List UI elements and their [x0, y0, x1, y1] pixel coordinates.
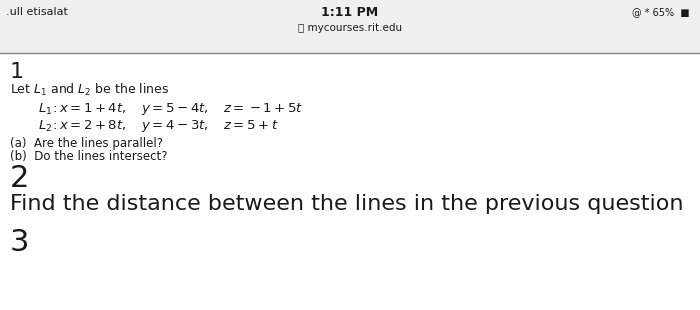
Text: @ * 65%  ■: @ * 65% ■	[632, 7, 690, 17]
Text: $L_1\!: x = 1+4t, \quad y = 5-4t, \quad z = -1+5t$: $L_1\!: x = 1+4t, \quad y = 5-4t, \quad …	[38, 101, 304, 117]
Bar	[0, 0, 700, 52]
Text: (b)  Do the lines intersect?: (b) Do the lines intersect?	[10, 150, 167, 163]
Text: (a)  Are the lines parallel?: (a) Are the lines parallel?	[10, 137, 163, 150]
Text: 2: 2	[10, 164, 29, 193]
Text: 3: 3	[10, 228, 29, 257]
Text: Find the distance between the lines in the previous question: Find the distance between the lines in t…	[10, 194, 683, 214]
Text: 1: 1	[10, 62, 24, 82]
Text: 1:11 PM: 1:11 PM	[321, 6, 379, 19]
Text: .ull etisalat: .ull etisalat	[6, 7, 68, 17]
Text: 🔒 mycourses.rit.edu: 🔒 mycourses.rit.edu	[298, 23, 402, 33]
Text: $L_2\!: x = 2+8t, \quad y = 4-3t, \quad z = 5+t$: $L_2\!: x = 2+8t, \quad y = 4-3t, \quad …	[38, 118, 279, 134]
Text: Let $L_1$ and $L_2$ be the lines: Let $L_1$ and $L_2$ be the lines	[10, 82, 169, 98]
